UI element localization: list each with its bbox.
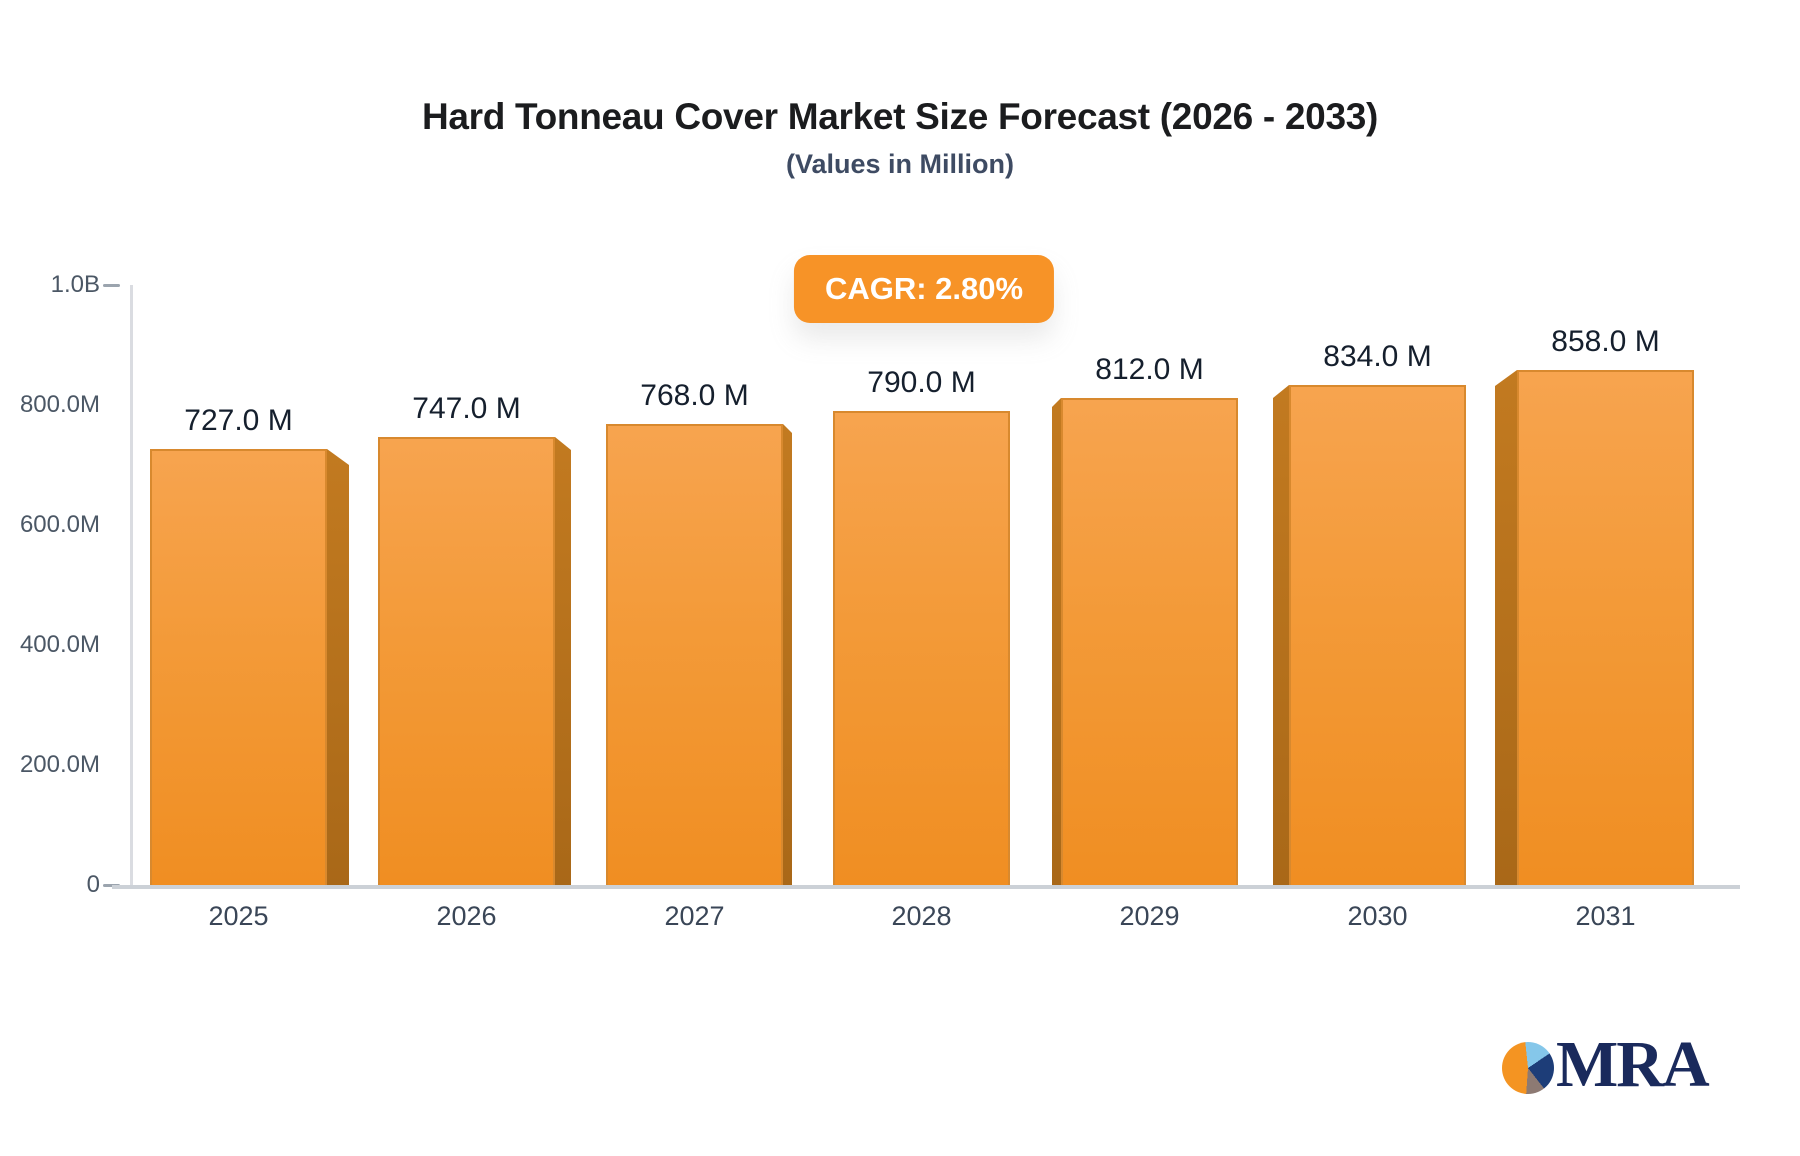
bar-value-label-2025: 727.0 M [184,404,293,437]
bar-value-label-2027: 768.0 M [640,379,749,412]
cagr-badge: CAGR: 2.80% [793,255,1055,323]
bar-2028 [833,411,1010,885]
y-axis-label: 400.0M [19,631,100,658]
y-axis-label: 600.0M [19,511,100,538]
bar-3d-side-2026 [555,437,571,885]
y-axis-label: 800.0M [19,391,100,418]
bar-value-label-2031: 858.0 M [1551,325,1660,358]
chart-subtitle: (Values in Million) [785,149,1015,179]
bar-3d-side-2029 [1052,398,1061,885]
x-axis-label-2029: 2029 [1119,901,1180,931]
bar-value-label-2030: 834.0 M [1323,340,1432,373]
x-axis-label-2030: 2030 [1347,901,1408,931]
x-axis-label-2026: 2026 [436,901,497,931]
bar-3d-side-2025 [327,449,349,885]
bar-3d-side-2030 [1273,385,1289,885]
logo-text: MRA [1556,1028,1710,1101]
x-axis-line [112,885,1740,889]
y-axis-label: 1.0B [50,271,100,298]
bar-2030 [1289,385,1466,885]
chart-title: Hard Tonneau Cover Market Size Forecast … [421,96,1379,137]
x-axis-label-2025: 2025 [208,901,269,931]
y-axis-tick [103,284,120,287]
x-axis-label-2031: 2031 [1575,901,1636,931]
bar-3d-side-2031 [1495,370,1517,885]
y-axis-label: 200.0M [19,751,100,778]
bar-value-label-2029: 812.0 M [1095,353,1204,386]
bar-value-label-2028: 790.0 M [867,366,976,399]
bar-2029 [1061,398,1238,885]
x-axis-label-2028: 2028 [891,901,952,931]
x-axis-label-2027: 2027 [664,901,725,931]
y-axis-tick [103,884,120,887]
bar-value-label-2026: 747.0 M [412,392,521,425]
bar-3d-side-2027 [783,424,792,885]
y-axis-line [130,285,133,889]
mra-logo: MRA [1502,1028,1710,1101]
y-axis-label: 0 [86,871,100,898]
bar-2031 [1517,370,1694,885]
bar-2026 [378,437,555,885]
bar-2025 [150,449,327,885]
pie-chart-icon [1502,1042,1554,1094]
bar-2027 [606,424,783,885]
